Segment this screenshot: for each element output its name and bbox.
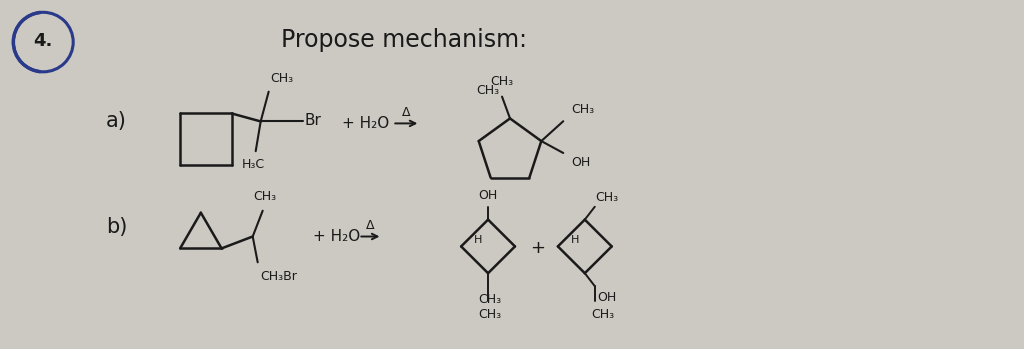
Text: H₃C: H₃C bbox=[242, 158, 265, 171]
Text: CH₃: CH₃ bbox=[571, 103, 594, 116]
Text: CH₃: CH₃ bbox=[478, 292, 502, 305]
Text: 4.: 4. bbox=[34, 32, 53, 50]
Text: + H₂O: + H₂O bbox=[342, 116, 390, 131]
Text: CH₃: CH₃ bbox=[591, 309, 614, 321]
Text: CH₃: CH₃ bbox=[476, 84, 500, 97]
Text: CH₃Br: CH₃Br bbox=[261, 270, 298, 283]
Text: Δ: Δ bbox=[367, 219, 375, 232]
Text: CH₃: CH₃ bbox=[595, 191, 618, 204]
Text: b): b) bbox=[106, 217, 127, 237]
Text: CH₃: CH₃ bbox=[270, 72, 294, 85]
Text: Br: Br bbox=[304, 113, 322, 128]
Text: CH₃: CH₃ bbox=[478, 309, 502, 321]
Text: OH: OH bbox=[571, 156, 591, 169]
Text: OH: OH bbox=[478, 189, 498, 202]
Text: +: + bbox=[530, 239, 546, 258]
Text: Propose mechanism:: Propose mechanism: bbox=[281, 28, 526, 52]
Text: OH: OH bbox=[597, 290, 616, 304]
Text: H: H bbox=[474, 236, 482, 245]
Text: a): a) bbox=[106, 111, 127, 132]
Text: H: H bbox=[570, 236, 579, 245]
Text: Δ: Δ bbox=[402, 106, 411, 119]
Text: + H₂O: + H₂O bbox=[312, 229, 359, 244]
Text: CH₃: CH₃ bbox=[490, 75, 514, 88]
Text: CH₃: CH₃ bbox=[253, 190, 276, 203]
